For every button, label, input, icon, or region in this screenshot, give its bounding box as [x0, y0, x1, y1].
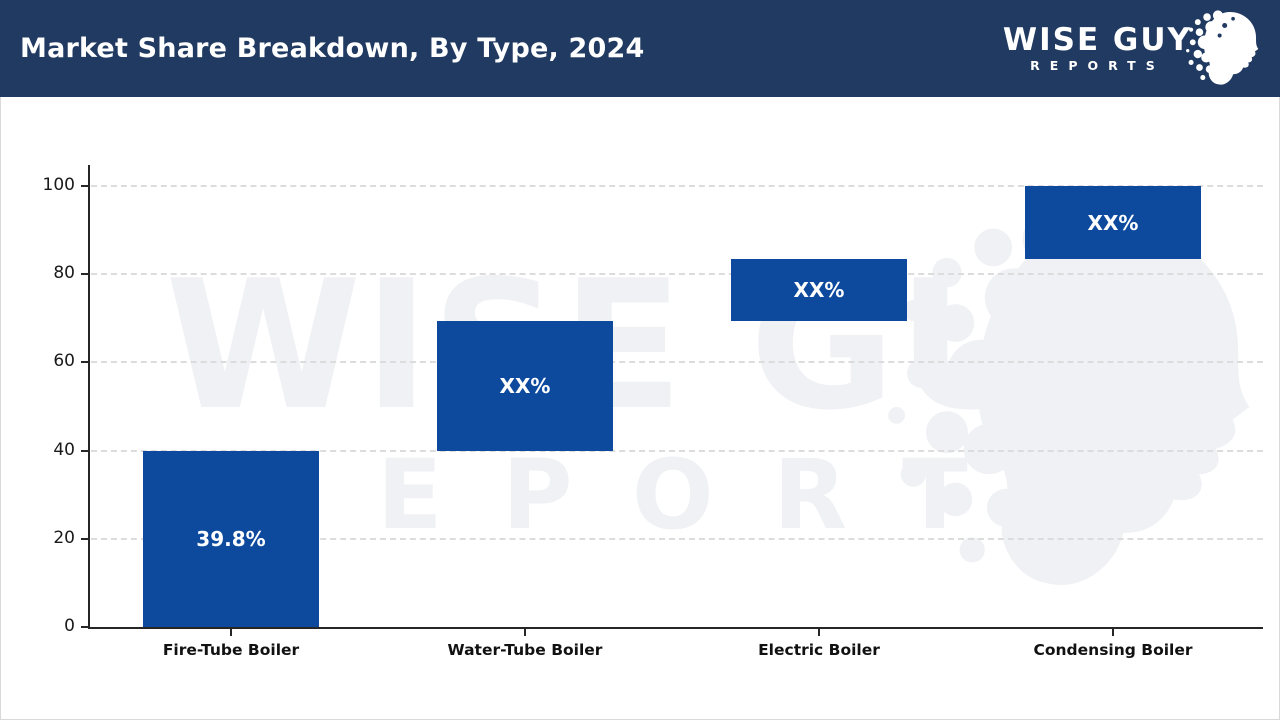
y-tick-label-60: 60	[53, 351, 75, 372]
wiseguy-logo: WISE GUY REPORTS	[1003, 7, 1266, 91]
watermark-wordmark: WISE GUY	[165, 242, 1175, 449]
y-tick-label-40: 40	[53, 439, 75, 460]
x-tick-mark-2	[818, 629, 820, 636]
y-tick-mark-100	[81, 185, 90, 187]
y-axis-line	[88, 165, 90, 629]
x-tick-mark-1	[524, 629, 526, 636]
y-tick-label-20: 20	[53, 527, 75, 548]
bar-water-tube-boiler: XX%	[437, 321, 613, 451]
x-tick-mark-3	[1112, 629, 1114, 636]
x-tick-mark-0	[230, 629, 232, 636]
bar-electric-boiler: XX%	[731, 259, 907, 322]
logo-text: WISE GUY REPORTS	[1003, 24, 1192, 74]
bar-condensing-boiler: XX%	[1025, 186, 1201, 260]
y-tick-mark-80	[81, 273, 90, 276]
dotted-face-profile-icon	[1186, 9, 1259, 85]
y-tick-mark-0	[81, 626, 90, 628]
gridline-40	[91, 449, 1263, 452]
y-tick-mark-40	[81, 449, 90, 452]
bar-value-label: 39.8%	[196, 527, 266, 552]
y-tick-label-100: 100	[42, 175, 75, 195]
gridline-100	[91, 185, 1263, 187]
category-label-1: Water-Tube Boiler	[447, 641, 603, 659]
bar-value-label: XX%	[499, 373, 551, 398]
x-axis-line	[88, 627, 1263, 629]
chart-area: WISE GUY REPORTS 0 20 40 60 80 100 39.8% Fire-T…	[0, 97, 1280, 720]
logo-subtitle: REPORTS	[1030, 58, 1165, 74]
header: Market Share Breakdown, By Type, 2024 WI…	[0, 0, 1280, 97]
gridline-60	[91, 361, 1263, 364]
page-title: Market Share Breakdown, By Type, 2024	[20, 33, 645, 64]
y-tick-mark-60	[81, 361, 90, 364]
gridline-80	[91, 273, 1263, 276]
bar-fire-tube-boiler: 39.8%	[143, 451, 319, 627]
bar-value-label: XX%	[793, 278, 845, 303]
category-label-3: Condensing Boiler	[1033, 641, 1193, 659]
gridline-20	[91, 537, 1263, 540]
bar-value-label: XX%	[1087, 210, 1139, 235]
y-tick-label-0: 0	[64, 616, 75, 636]
category-label-2: Electric Boiler	[758, 641, 880, 659]
y-tick-mark-20	[81, 537, 90, 540]
y-tick-label-80: 80	[53, 263, 75, 284]
logo-wordmark: WISE GUY	[1002, 21, 1192, 58]
category-label-0: Fire-Tube Boiler	[162, 641, 300, 659]
